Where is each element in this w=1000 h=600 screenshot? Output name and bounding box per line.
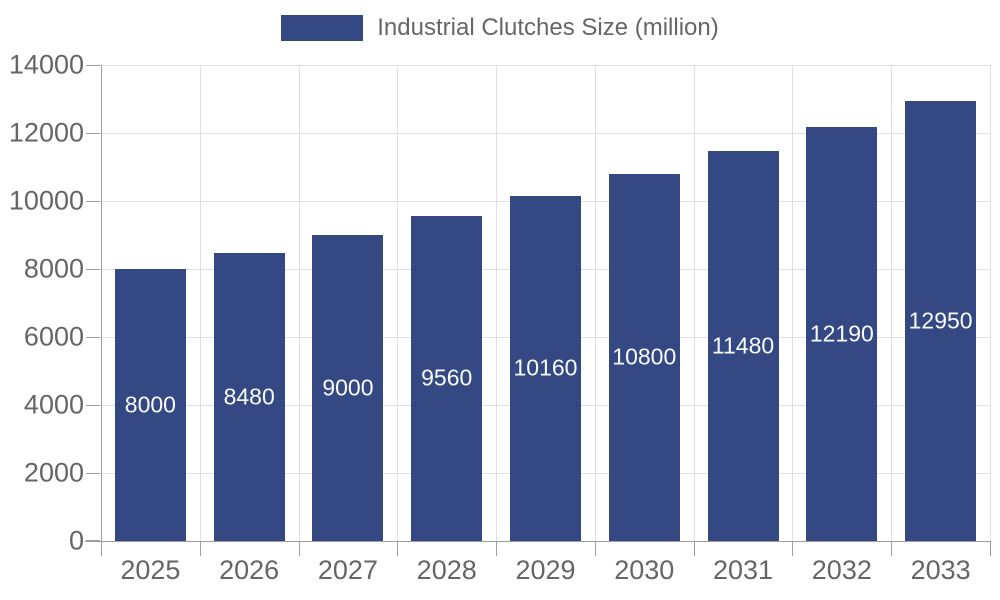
x-tick (891, 541, 893, 556)
bar-2029[interactable] (509, 195, 581, 541)
y-tick-label: 0 (68, 525, 84, 556)
y-tick-label: 14000 (8, 49, 84, 80)
x-tick (990, 541, 991, 556)
y-tick (86, 269, 100, 270)
bar-2033[interactable] (905, 100, 977, 541)
x-tick-label: 2026 (219, 555, 280, 585)
x-tick-label: 2030 (614, 555, 675, 585)
bar-2031[interactable] (707, 150, 779, 541)
y-tick-label: 2000 (23, 457, 84, 488)
x-tick (101, 541, 102, 556)
bar-2030[interactable] (608, 173, 680, 541)
bar-value-label: 11480 (711, 332, 775, 359)
y-tick-label: 10000 (8, 185, 84, 216)
x-tick (199, 541, 201, 556)
x-tick-label: 2025 (120, 555, 181, 585)
bar-2025[interactable] (114, 269, 186, 541)
y-tick (86, 337, 100, 338)
bar-2027[interactable] (312, 235, 384, 541)
gridline-v (298, 65, 300, 541)
gridline-h (101, 133, 990, 134)
y-tick (86, 65, 100, 66)
gridline-v (990, 65, 991, 541)
bar-2026[interactable] (213, 252, 285, 541)
bar-value-label: 9000 (322, 374, 374, 401)
x-tick (594, 541, 596, 556)
x-tick-label: 2033 (910, 555, 971, 585)
bar-value-label: 8000 (124, 391, 176, 418)
x-tick (792, 541, 794, 556)
gridline-v (199, 65, 201, 541)
bar-value-label: 9560 (421, 364, 473, 391)
y-tick (86, 133, 100, 134)
y-tick (86, 540, 100, 541)
x-tick-label: 2029 (515, 555, 576, 585)
y-tick (86, 405, 100, 406)
legend-swatch (281, 15, 364, 41)
bar-2032[interactable] (806, 126, 878, 541)
y-tick-label: 8000 (23, 253, 84, 284)
x-tick (397, 541, 399, 556)
bar-value-label: 12190 (809, 320, 874, 347)
gridline-v (397, 65, 399, 541)
y-tick (86, 201, 100, 202)
y-tick-label: 12000 (8, 117, 84, 148)
y-axis-line (101, 65, 102, 541)
x-tick-label: 2027 (317, 555, 378, 585)
x-axis-line (85, 541, 990, 542)
gridline-h (101, 65, 990, 66)
gridline-v (496, 65, 498, 541)
x-tick-label: 2031 (713, 555, 774, 585)
gridline-v (693, 65, 695, 541)
plot-area: 8000 8480 9000 9560 10160 10800 11480 12190 1295… (9, 50, 991, 585)
bar-value-label: 10160 (513, 354, 578, 381)
bar-2028[interactable] (411, 215, 483, 541)
legend-label: Industrial Clutches Size (million) (377, 14, 719, 41)
gridline-v (594, 65, 596, 541)
x-tick (298, 541, 300, 556)
bar-value-label: 8480 (223, 383, 275, 410)
x-tick-label: 2028 (416, 555, 477, 585)
legend[interactable]: Industrial Clutches Size (million) (0, 14, 1000, 42)
x-tick-label: 2032 (811, 555, 872, 585)
y-tick-label: 6000 (23, 321, 84, 352)
bar-value-label: 12950 (908, 307, 973, 334)
y-tick-label: 4000 (23, 389, 84, 420)
x-tick (496, 541, 498, 556)
x-tick (693, 541, 695, 556)
gridline-v (891, 65, 893, 541)
gridline-v (792, 65, 794, 541)
bar-value-label: 10800 (612, 343, 677, 370)
y-tick (86, 473, 100, 474)
